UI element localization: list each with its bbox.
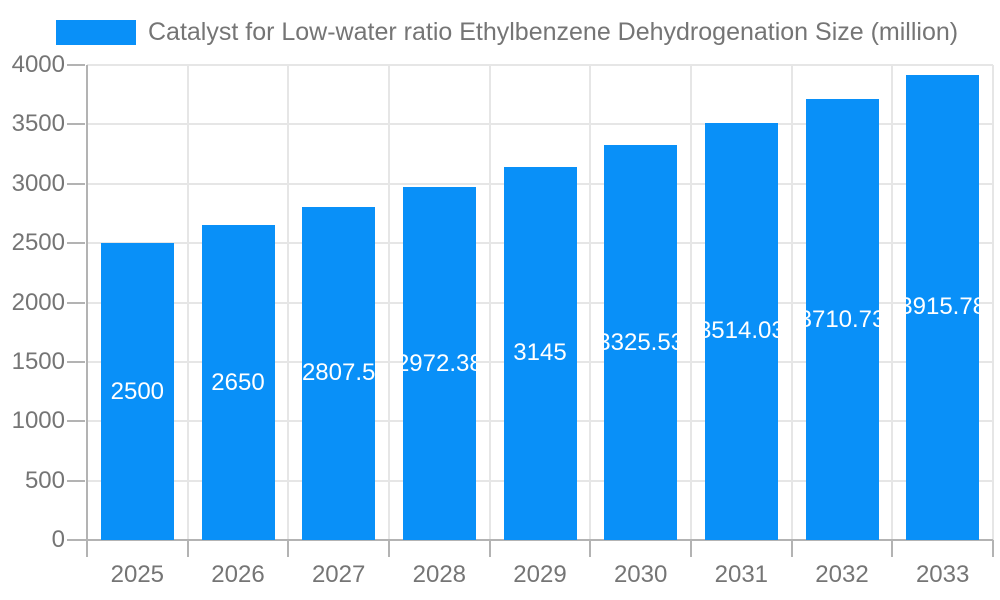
x-tick [488,540,491,557]
bar-value-label: 2500 [110,377,165,405]
v-gridline [186,65,189,540]
v-gridline [589,65,592,540]
y-tick-label: 2000 [11,288,65,316]
y-tick-label: 3000 [11,169,65,197]
y-tick-label: 4000 [11,51,65,78]
x-axis-line [67,539,993,541]
bar[interactable]: 2972.38 [402,187,476,540]
v-gridline [690,65,692,540]
x-tick [287,540,290,557]
v-gridline [388,65,390,540]
bar[interactable]: 3915.78 [906,75,980,540]
x-tick [790,540,793,557]
bar[interactable]: 2500 [100,243,174,540]
legend-swatch-icon [56,20,136,45]
x-tick-label: 2029 [513,561,567,588]
y-tick-label: 2500 [11,229,65,257]
bar-value-label: 3514.03 [705,317,778,345]
y-tick-label: 500 [24,466,65,494]
v-gridline [488,65,491,540]
legend-label: Catalyst for Low-water ratio Ethylbenzen… [148,18,959,46]
bar-value-label: 2972.38 [403,349,476,377]
x-tick-label: 2027 [311,561,366,588]
y-tick [67,420,85,423]
x-tick [388,540,390,557]
y-tick [67,123,85,126]
x-tick-label: 2026 [211,561,265,588]
x-tick-label: 2030 [613,561,668,588]
bar[interactable]: 3145 [503,166,577,540]
h-gridline [87,123,993,126]
x-tick-label: 2032 [815,561,869,588]
y-tick [67,360,85,363]
v-gridline [790,65,793,540]
bar-value-label: 3325.53 [604,328,677,356]
bar-value-label: 3710.73 [806,305,879,333]
x-tick-label: 2031 [714,561,769,588]
bar[interactable]: 3514.03 [704,122,778,540]
y-tick-label: 0 [51,526,65,553]
y-tick-label: 3500 [11,110,65,138]
y-tick-label: 1000 [11,407,65,435]
bar-value-label: 3915.78 [906,293,979,321]
y-tick [67,301,85,304]
v-gridline [992,65,994,540]
x-tick [589,540,592,557]
y-tick-label: 1500 [11,347,65,375]
y-tick [67,64,85,66]
v-gridline [891,65,894,540]
x-tick [992,540,994,557]
x-tick-label: 2033 [915,561,970,588]
bar-value-label: 2807.5 [302,359,376,387]
bar[interactable]: 2807.5 [302,206,376,540]
bar-value-label: 3145 [513,339,567,367]
bar-value-label: 2650 [211,368,265,396]
x-tick-label: 2025 [110,561,165,588]
y-tick [67,242,85,245]
v-gridline [287,65,290,540]
x-tick-label: 2028 [412,561,467,588]
y-axis-line [86,65,88,557]
x-tick [690,540,692,557]
h-gridline [87,64,993,66]
bar[interactable]: 2650 [201,225,275,540]
y-tick [67,479,85,482]
x-tick [186,540,189,557]
bar[interactable]: 3710.73 [805,99,879,540]
y-tick [67,182,85,185]
x-tick [891,540,894,557]
bar[interactable]: 3325.53 [604,145,678,540]
legend[interactable]: Catalyst for Low-water ratio Ethylbenzen… [56,18,958,47]
